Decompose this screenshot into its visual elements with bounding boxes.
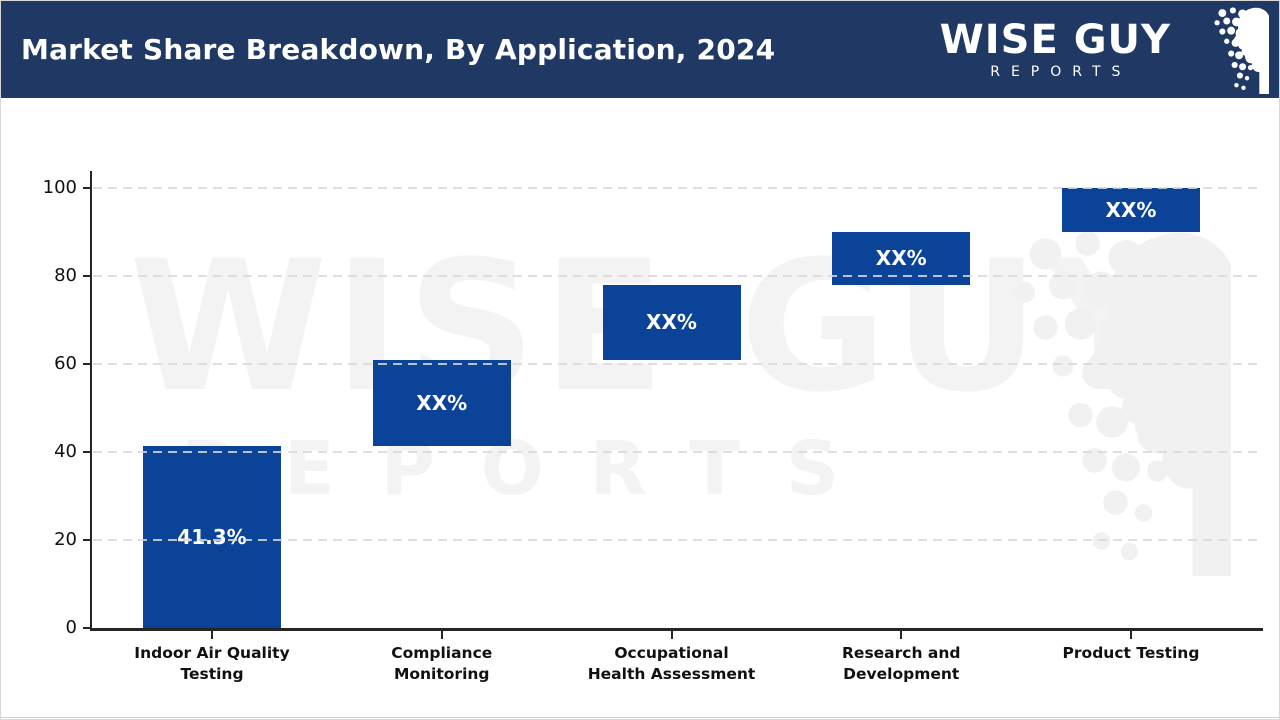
- header-bar: Market Share Breakdown, By Application, …: [1, 1, 1280, 98]
- y-axis-tick-label: 80: [54, 265, 77, 286]
- x-axis-category-label: Compliance Monitoring: [391, 644, 493, 683]
- y-axis-tick: [83, 187, 91, 189]
- y-axis-line: [90, 171, 92, 630]
- y-axis-tick: [83, 627, 91, 629]
- bar-value-label: XX%: [416, 390, 468, 415]
- y-axis-tick: [83, 275, 91, 277]
- bar-value-label: XX%: [646, 310, 697, 335]
- bar-value-label: XX%: [1105, 198, 1157, 222]
- bar-segment: XX%: [372, 359, 511, 447]
- wise-guy-reports-logo: WISE GUY REPORTS: [940, 6, 1280, 94]
- y-axis-tick: [83, 363, 91, 365]
- bar-segment: 41.3%: [143, 446, 281, 628]
- y-axis-tick: [83, 451, 91, 453]
- x-axis-category-label: Indoor Air Quality Testing: [134, 644, 290, 683]
- x-axis-line: [90, 628, 1263, 631]
- bar-value-label: 41.3%: [177, 525, 247, 550]
- y-axis-tick: [83, 539, 91, 541]
- page-title: Market Share Breakdown, By Application, …: [21, 33, 776, 66]
- y-axis-tick-label: 20: [54, 529, 77, 550]
- x-axis-category-label: Occupational Health Assessment: [587, 644, 756, 683]
- logo-text: WISE GUY REPORTS: [940, 20, 1171, 79]
- y-axis-tick-label: 60: [54, 353, 77, 374]
- bar-segment: XX%: [602, 284, 741, 360]
- x-axis-tick: [211, 631, 213, 639]
- x-axis-tick: [440, 631, 443, 639]
- gridline: [93, 539, 1263, 541]
- x-axis-category-label: Research and Development: [842, 644, 961, 683]
- gridline: [93, 187, 1263, 189]
- x-axis-tick: [900, 631, 903, 639]
- x-axis-category-label: Product Testing: [1062, 644, 1200, 662]
- logo-subtitle: REPORTS: [990, 64, 1132, 80]
- y-axis-tick-label: 0: [65, 617, 77, 638]
- watermark-subtitle: REPORTS: [181, 426, 886, 512]
- y-axis-tick-label: 100: [42, 177, 77, 198]
- bar-segment: XX%: [1062, 188, 1200, 232]
- bar-value-label: XX%: [875, 246, 927, 271]
- gridline: [93, 275, 1263, 277]
- x-axis-tick: [1130, 631, 1132, 639]
- y-axis-tick-label: 40: [54, 441, 77, 462]
- gridline: [93, 451, 1263, 453]
- logo-face-icon: [1175, 6, 1275, 94]
- bottom-border: [1, 717, 1279, 718]
- logo-wordmark: WISE GUY: [939, 17, 1171, 63]
- x-axis-tick: [670, 631, 673, 639]
- gridline: [93, 363, 1263, 365]
